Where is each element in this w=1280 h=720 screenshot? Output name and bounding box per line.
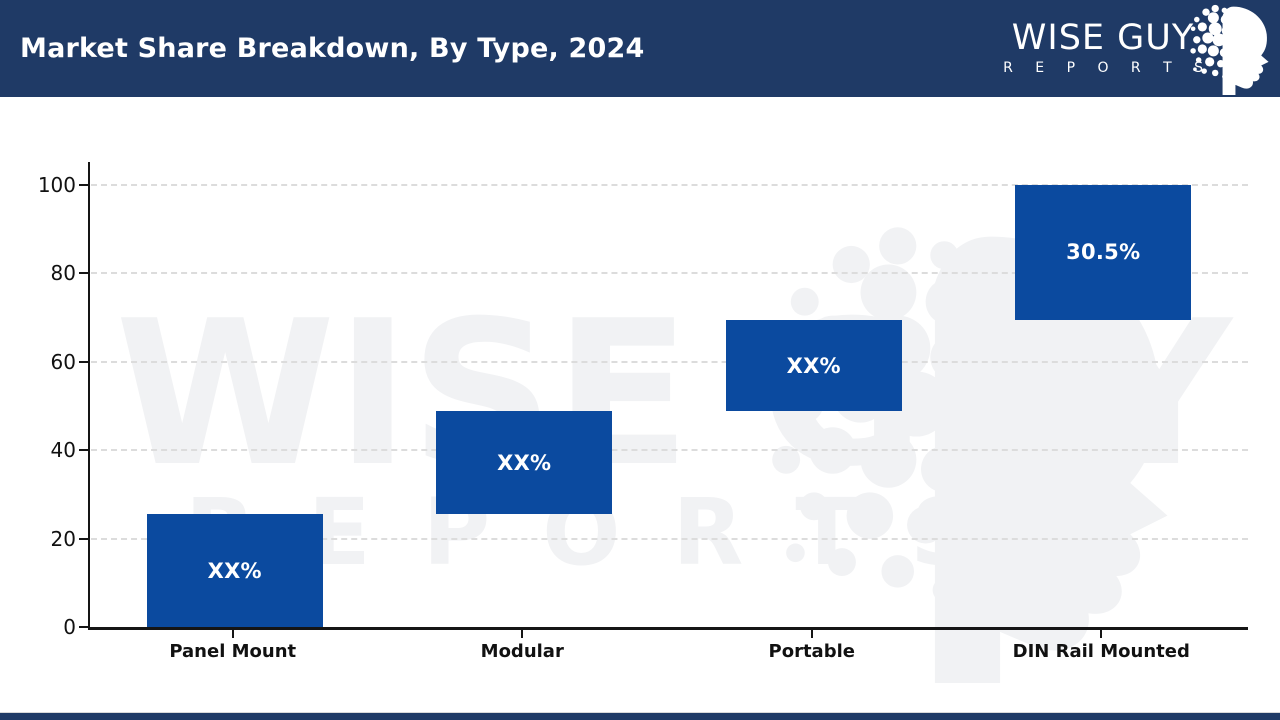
y-axis-tick: [79, 626, 88, 628]
page-title: Market Share Breakdown, By Type, 2024: [20, 33, 645, 64]
gridline-y-100: [91, 184, 1248, 186]
bar-value-label: 30.5%: [1066, 240, 1141, 265]
y-axis-tick-label: 100: [37, 173, 76, 197]
x-axis-tick: [231, 630, 234, 638]
brand-name: WISE GUY: [1011, 18, 1195, 58]
y-axis-tick: [79, 184, 88, 186]
footer-divider: [0, 712, 1280, 713]
brand-logo-text: WISE GUY R E P O R T S: [994, 18, 1212, 76]
y-axis-tick-label: 0: [63, 615, 76, 639]
bar-value-label: XX%: [786, 353, 841, 378]
plot-area: XX% XX% XX% 30.5%: [88, 162, 1248, 630]
y-axis-tick-label: 60: [50, 349, 76, 374]
x-category-label: Panel Mount: [169, 641, 297, 662]
x-category-label: DIN Rail Mounted: [1012, 641, 1190, 662]
brand-logo: WISE GUY R E P O R T S: [994, 2, 1272, 96]
brand-subtitle: R E P O R T S: [1003, 60, 1212, 76]
bar-panel-mount: XX%: [146, 514, 323, 627]
x-axis-tick: [521, 630, 524, 638]
bar-modular: XX%: [436, 411, 613, 515]
bar-portable: XX%: [725, 319, 902, 412]
bar-value-label: XX%: [207, 558, 262, 583]
y-axis-tick: [79, 537, 88, 540]
brand-face-icon: [1190, 4, 1269, 95]
x-axis-tick: [1100, 630, 1103, 638]
gridline-y-20: [91, 537, 1248, 540]
gridline-y-40: [91, 449, 1248, 452]
y-axis-tick-label: 40: [50, 438, 76, 463]
y-axis-tick-label: 80: [50, 261, 76, 286]
header-bar: Market Share Breakdown, By Type, 2024 WI…: [0, 0, 1280, 97]
bar-din-rail-mounted: 30.5%: [1015, 185, 1192, 320]
x-category-label: Modular: [480, 641, 564, 662]
y-axis-tick: [79, 272, 88, 275]
y-axis-tick: [79, 360, 88, 363]
y-axis-tick: [79, 449, 88, 452]
gridline-y-60: [91, 360, 1248, 363]
x-category-label: Portable: [768, 641, 855, 662]
bar-value-label: XX%: [497, 450, 552, 475]
y-axis-tick-label: 20: [50, 526, 76, 551]
x-axis-tick: [810, 630, 813, 638]
gridline-y-80: [91, 272, 1248, 275]
footer-bar: [0, 713, 1280, 720]
